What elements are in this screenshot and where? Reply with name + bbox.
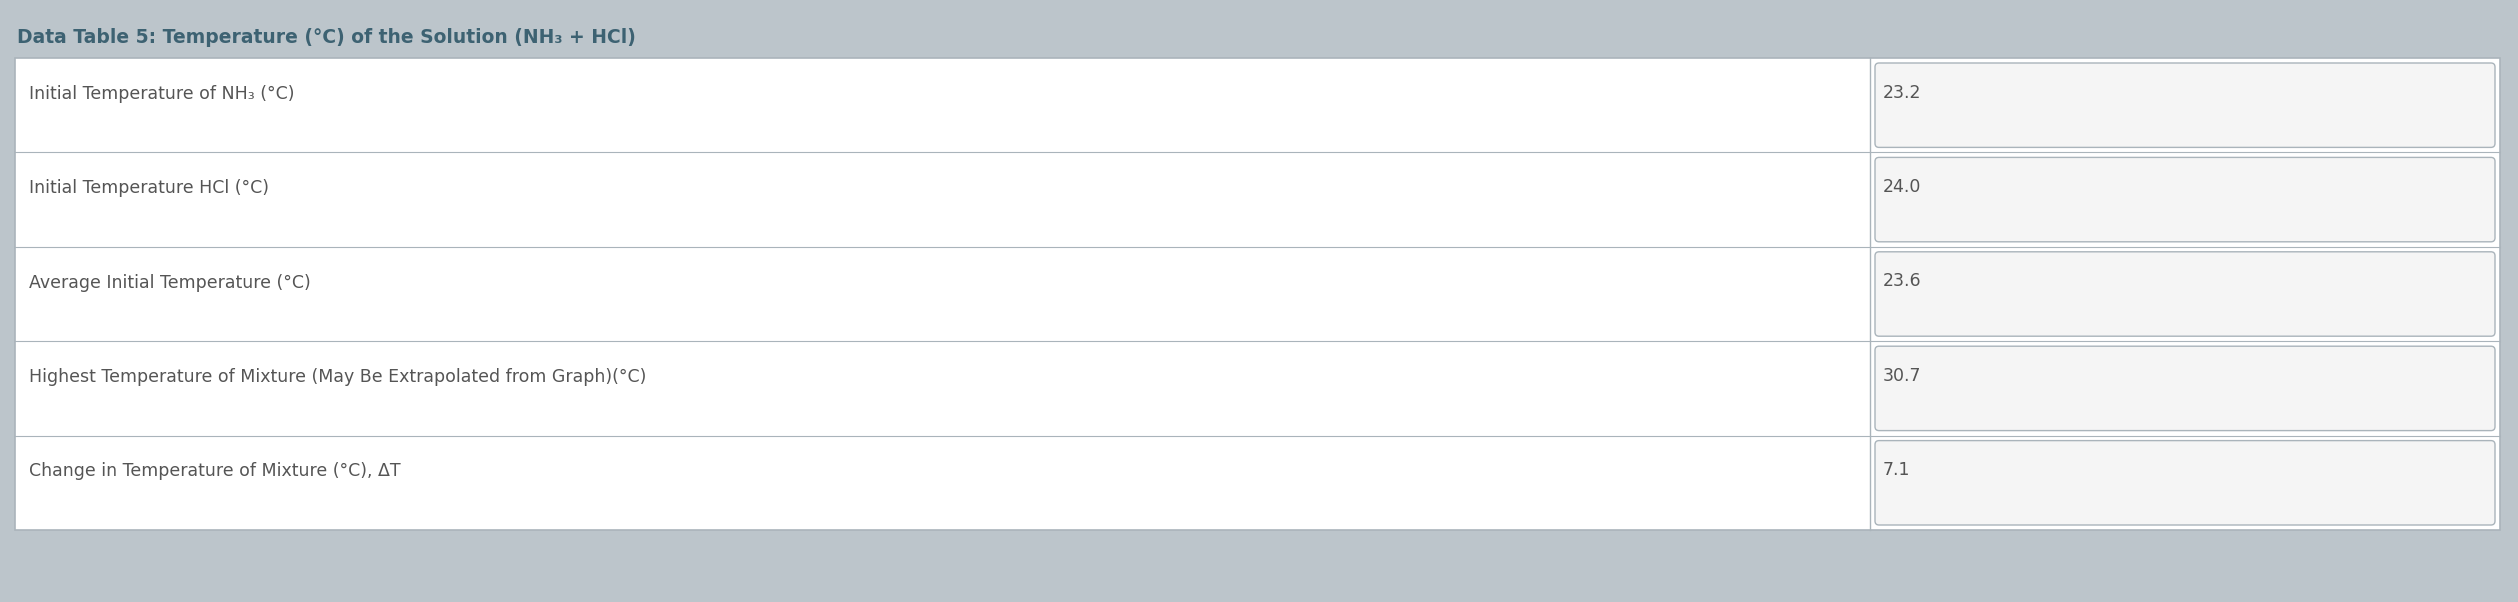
Text: Highest Temperature of Mixture (May Be Extrapolated from Graph)(°C): Highest Temperature of Mixture (May Be E… bbox=[30, 368, 647, 386]
FancyBboxPatch shape bbox=[1876, 346, 2495, 430]
FancyBboxPatch shape bbox=[1876, 157, 2495, 242]
Text: Data Table 5: Temperature (°C) of the Solution (NH₃ + HCl): Data Table 5: Temperature (°C) of the So… bbox=[18, 28, 637, 47]
Text: Change in Temperature of Mixture (°C), ΔT: Change in Temperature of Mixture (°C), Δ… bbox=[30, 462, 400, 480]
Text: 7.1: 7.1 bbox=[1883, 461, 1911, 479]
Text: Average Initial Temperature (°C): Average Initial Temperature (°C) bbox=[30, 274, 310, 292]
Text: Initial Temperature of NH₃ (°C): Initial Temperature of NH₃ (°C) bbox=[30, 85, 295, 103]
Bar bbox=[15, 58, 2500, 530]
Text: Initial Temperature HCl (°C): Initial Temperature HCl (°C) bbox=[30, 179, 269, 197]
Text: 23.2: 23.2 bbox=[1883, 84, 1921, 102]
FancyBboxPatch shape bbox=[1876, 441, 2495, 525]
Text: 30.7: 30.7 bbox=[1883, 367, 1921, 385]
Text: 24.0: 24.0 bbox=[1883, 178, 1921, 196]
Text: 23.6: 23.6 bbox=[1883, 272, 1921, 290]
FancyBboxPatch shape bbox=[1876, 252, 2495, 336]
FancyBboxPatch shape bbox=[1876, 63, 2495, 147]
